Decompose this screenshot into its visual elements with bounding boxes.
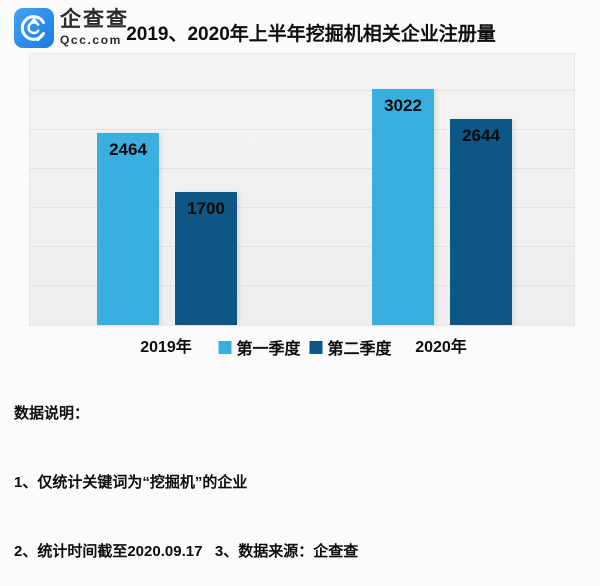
legend-swatch-icon: [218, 340, 232, 354]
data-notes: 数据说明： 1、仅统计关键词为“挖掘机”的企业 2、统计时间截至2020.09.…: [14, 356, 358, 586]
chart-legend: 第一季度 第二季度: [218, 335, 392, 359]
note-line-2: 2、统计时间截至2020.09.17 3、数据来源：企查查: [14, 543, 359, 560]
bar-2019年-第一季度: 2464: [97, 133, 159, 325]
gridline-1000: [30, 246, 574, 247]
brand-block: 企查查 Qcc.com: [60, 9, 129, 46]
bar-2020年-第一季度: 3022: [372, 89, 434, 325]
legend-label: 第一季度: [236, 341, 301, 358]
gridline-2500: [30, 129, 574, 130]
bar-value-label: 1700: [187, 199, 225, 218]
legend-item-第一季度: 第一季度: [218, 335, 301, 359]
bar-value-label: 2644: [462, 126, 500, 145]
bar-2019年-第二季度: 1700: [175, 192, 237, 325]
note-line-1: 1、仅统计关键词为“挖掘机”的企业: [14, 474, 248, 491]
brand-name: 企查查: [60, 8, 129, 31]
bar-2020年-第二季度: 2644: [450, 119, 512, 325]
bar-value-label: 2464: [109, 140, 147, 159]
qcc-logo: [14, 8, 54, 48]
category-label-2020年: 2020年: [415, 339, 467, 356]
gridline-500: [30, 285, 574, 286]
brand-domain: Qcc.com: [60, 33, 122, 47]
category-label-2019年: 2019年: [140, 339, 192, 356]
legend-swatch-icon: [309, 340, 323, 354]
legend-item-第二季度: 第二季度: [309, 335, 392, 359]
gridline-3000: [30, 90, 574, 91]
chart-title: 2019、2020年上半年挖掘机相关企业注册量: [126, 24, 496, 45]
gridline-2000: [30, 168, 574, 169]
notes-heading: 数据说明：: [14, 405, 90, 422]
legend-label: 第二季度: [327, 341, 392, 358]
bar-value-label: 3022: [384, 96, 422, 115]
gridline-1500: [30, 207, 574, 208]
chart-plot-area: 2464 1700 3022 2644: [29, 53, 575, 326]
